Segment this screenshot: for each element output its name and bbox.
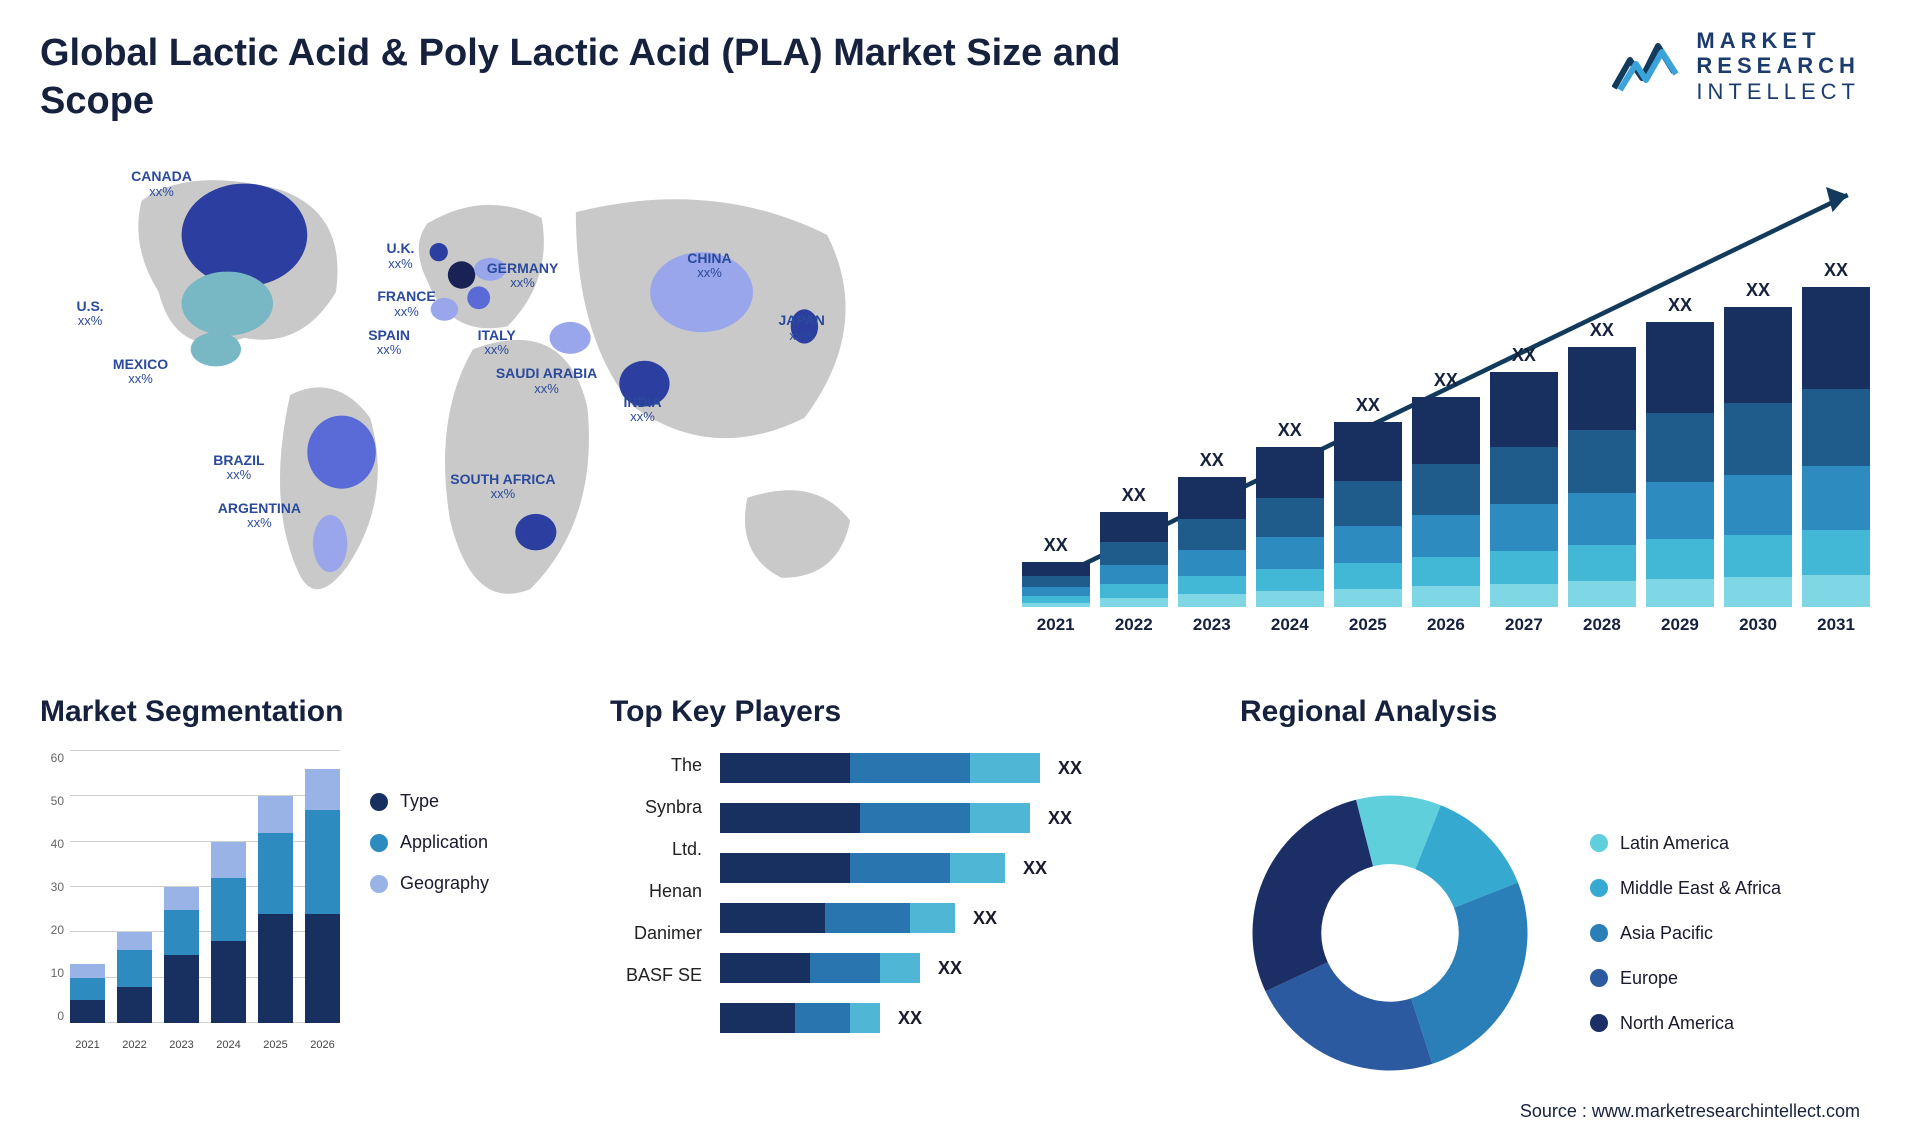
forecast-bar-value: XX (1434, 370, 1458, 391)
page-title: Global Lactic Acid & Poly Lactic Acid (P… (40, 30, 1140, 125)
regional-donut (1240, 783, 1540, 1083)
forecast-bar-value: XX (1356, 395, 1380, 416)
legend-item: Latin America (1590, 833, 1781, 854)
forecast-bar: XX 2028 (1568, 320, 1636, 635)
player-bar: XX (720, 953, 1190, 983)
map-label: SPAINxx% (368, 328, 410, 358)
segmentation-legend: Type Application Geography (370, 751, 489, 1115)
player-bar: XX (720, 753, 1190, 783)
player-value: XX (1048, 808, 1072, 829)
map-label: FRANCExx% (377, 289, 435, 319)
forecast-bar-value: XX (1668, 295, 1692, 316)
forecast-bar: XX 2027 (1490, 345, 1558, 635)
forecast-bar-value: XX (1044, 535, 1068, 556)
forecast-bar-value: XX (1590, 320, 1614, 341)
legend-item: North America (1590, 1013, 1781, 1034)
map-label: SAUDI ARABIAxx% (496, 366, 597, 396)
segmentation-panel: Market Segmentation 6050403020100 202120… (40, 695, 560, 1115)
forecast-chart: XX 2021 XX 2022 XX 2023 XX 2024 XX 2025 XX 2026 XX 20… (1012, 155, 1880, 635)
source-attribution: Source : www.marketresearchintellect.com (1520, 1101, 1860, 1122)
legend-item: Type (370, 791, 489, 812)
legend-item: Geography (370, 873, 489, 894)
forecast-bar-value: XX (1512, 345, 1536, 366)
forecast-bar-year: 2027 (1505, 615, 1543, 635)
forecast-bar: XX 2025 (1334, 395, 1402, 635)
logo-mark-icon (1612, 38, 1682, 94)
map-label: U.K.xx% (386, 241, 414, 271)
forecast-bar-value: XX (1824, 260, 1848, 281)
forecast-bar: XX 2031 (1802, 260, 1870, 635)
forecast-bar-year: 2025 (1349, 615, 1387, 635)
legend-item: Asia Pacific (1590, 923, 1781, 944)
brand-logo: MARKET RESEARCH INTELLECT (1612, 28, 1860, 104)
forecast-bar: XX 2026 (1412, 370, 1480, 635)
forecast-bar-year: 2023 (1193, 615, 1231, 635)
player-bar: XX (720, 903, 1190, 933)
player-value: XX (1058, 758, 1082, 779)
forecast-bar: XX 2029 (1646, 295, 1714, 635)
segmentation-bar (211, 842, 246, 1023)
forecast-bar-year: 2022 (1115, 615, 1153, 635)
map-label: CHINAxx% (687, 251, 731, 281)
players-labels: The Synbra Ltd. Henan Danimer BASF SE (610, 751, 720, 1033)
player-label: Ltd. (610, 839, 702, 860)
player-label: Danimer (610, 923, 702, 944)
logo-text: MARKET RESEARCH INTELLECT (1696, 28, 1860, 104)
forecast-bar: XX 2024 (1256, 420, 1324, 635)
segmentation-chart: 6050403020100 202120222023202420252026 (40, 751, 340, 1051)
forecast-bar-year: 2021 (1037, 615, 1075, 635)
legend-item: Europe (1590, 968, 1781, 989)
forecast-bar-year: 2030 (1739, 615, 1777, 635)
forecast-bar-year: 2026 (1427, 615, 1465, 635)
forecast-bar-year: 2024 (1271, 615, 1309, 635)
segmentation-bar (164, 887, 199, 1023)
segmentation-bar (70, 964, 105, 1023)
map-label: SOUTH AFRICAxx% (450, 472, 555, 502)
forecast-bar: XX 2022 (1100, 485, 1168, 635)
legend-item: Middle East & Africa (1590, 878, 1781, 899)
forecast-bar: XX 2023 (1178, 450, 1246, 635)
player-value: XX (898, 1008, 922, 1029)
forecast-bar-value: XX (1200, 450, 1224, 471)
map-label: GERMANYxx% (487, 261, 559, 291)
player-label: BASF SE (610, 965, 702, 986)
player-label: The (610, 755, 702, 776)
player-label: Synbra (610, 797, 702, 818)
players-bars: XX XX XX XX XX XX (720, 751, 1190, 1033)
forecast-bar: XX 2030 (1724, 280, 1792, 635)
map-label: BRAZILxx% (213, 453, 264, 483)
map-label: MEXICOxx% (113, 357, 168, 387)
segmentation-bar (305, 769, 340, 1023)
regional-panel: Regional Analysis Latin America Middle Ea… (1240, 695, 1880, 1115)
forecast-bar-value: XX (1278, 420, 1302, 441)
legend-item: Application (370, 832, 489, 853)
map-label: JAPANxx% (778, 313, 824, 343)
forecast-bar-value: XX (1122, 485, 1146, 506)
player-value: XX (938, 958, 962, 979)
forecast-bar-year: 2031 (1817, 615, 1855, 635)
player-bar: XX (720, 803, 1190, 833)
world-map: CANADAxx% U.S.xx% MEXICOxx% BRAZILxx% ARGENT… (40, 155, 952, 635)
segmentation-title: Market Segmentation (40, 695, 560, 729)
map-label: INDIAxx% (623, 395, 661, 425)
map-label: ARGENTINAxx% (218, 501, 301, 531)
map-label: CANADAxx% (131, 169, 192, 199)
player-bar: XX (720, 1003, 1190, 1033)
regional-title: Regional Analysis (1240, 695, 1880, 729)
players-panel: Top Key Players The Synbra Ltd. Henan Danime… (610, 695, 1190, 1115)
forecast-bar: XX 2021 (1022, 535, 1090, 635)
forecast-bar-year: 2029 (1661, 615, 1699, 635)
map-label: ITALYxx% (478, 328, 516, 358)
segmentation-bar (117, 932, 152, 1023)
regional-legend: Latin America Middle East & Africa Asia Pa… (1590, 833, 1781, 1034)
players-title: Top Key Players (610, 695, 1190, 729)
map-label: U.S.xx% (76, 299, 103, 329)
forecast-bar-value: XX (1746, 280, 1770, 301)
segmentation-bar (258, 796, 293, 1023)
player-value: XX (973, 908, 997, 929)
player-value: XX (1023, 858, 1047, 879)
player-bar: XX (720, 853, 1190, 883)
forecast-bar-year: 2028 (1583, 615, 1621, 635)
player-label: Henan (610, 881, 702, 902)
